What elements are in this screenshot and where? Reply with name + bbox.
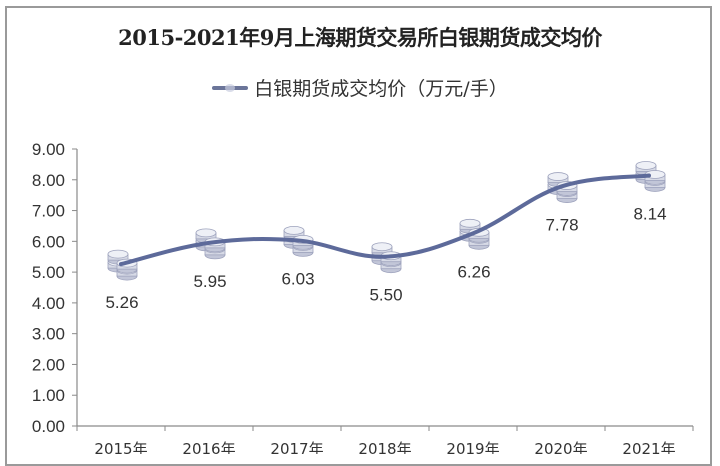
x-tick-label: 2018年: [358, 440, 411, 454]
y-tick-label: 4.00: [32, 294, 65, 313]
data-label: 7.78: [545, 216, 578, 235]
x-tick-label: 2019年: [446, 440, 499, 454]
line-chart: 0.00 1.00 2.00 3.00 4.00 5.00 6.00 7.00 8.00 9.00…: [32, 140, 694, 454]
y-tick-label: 8.00: [32, 171, 65, 190]
x-tick-label: 2021年: [622, 440, 675, 454]
legend: 白银期货成交均价（万元/手）: [0, 74, 720, 101]
legend-line-icon: [212, 83, 249, 92]
x-tick-label: 2020年: [534, 440, 587, 454]
y-tick-label: 2.00: [32, 355, 65, 374]
chart-title: 2015-2021年9月上海期货交易所白银期货成交均价: [118, 25, 602, 50]
data-label: 6.26: [457, 262, 490, 281]
data-label: 5.50: [369, 286, 402, 305]
axes: 0.00 1.00 2.00 3.00 4.00 5.00 6.00 7.00 8.00 9.00…: [32, 140, 694, 454]
x-tick-label: 2015年: [94, 440, 147, 454]
y-tick-label: 7.00: [32, 202, 65, 221]
plot-area: 5.26 5.95 6.03 5.50 6.26 7.78 8.14: [105, 161, 667, 312]
x-tick-label: 2017年: [270, 440, 323, 454]
legend-label: 白银期货成交均价（万元/手）: [254, 78, 508, 100]
y-tick-label: 1.00: [32, 386, 65, 405]
series-line: [119, 173, 651, 267]
y-tick-label: 9.00: [32, 140, 65, 159]
y-tick-label: 3.00: [32, 325, 65, 344]
data-label: 6.03: [281, 269, 314, 288]
x-tick-label: 2016年: [182, 440, 235, 454]
y-tick-label: 5.00: [32, 263, 65, 282]
y-tick-label: 0.00: [32, 417, 65, 436]
y-tick-label: 6.00: [32, 232, 65, 251]
data-label: 8.14: [633, 204, 666, 223]
data-label: 5.95: [193, 272, 226, 291]
data-label: 5.26: [105, 293, 138, 312]
